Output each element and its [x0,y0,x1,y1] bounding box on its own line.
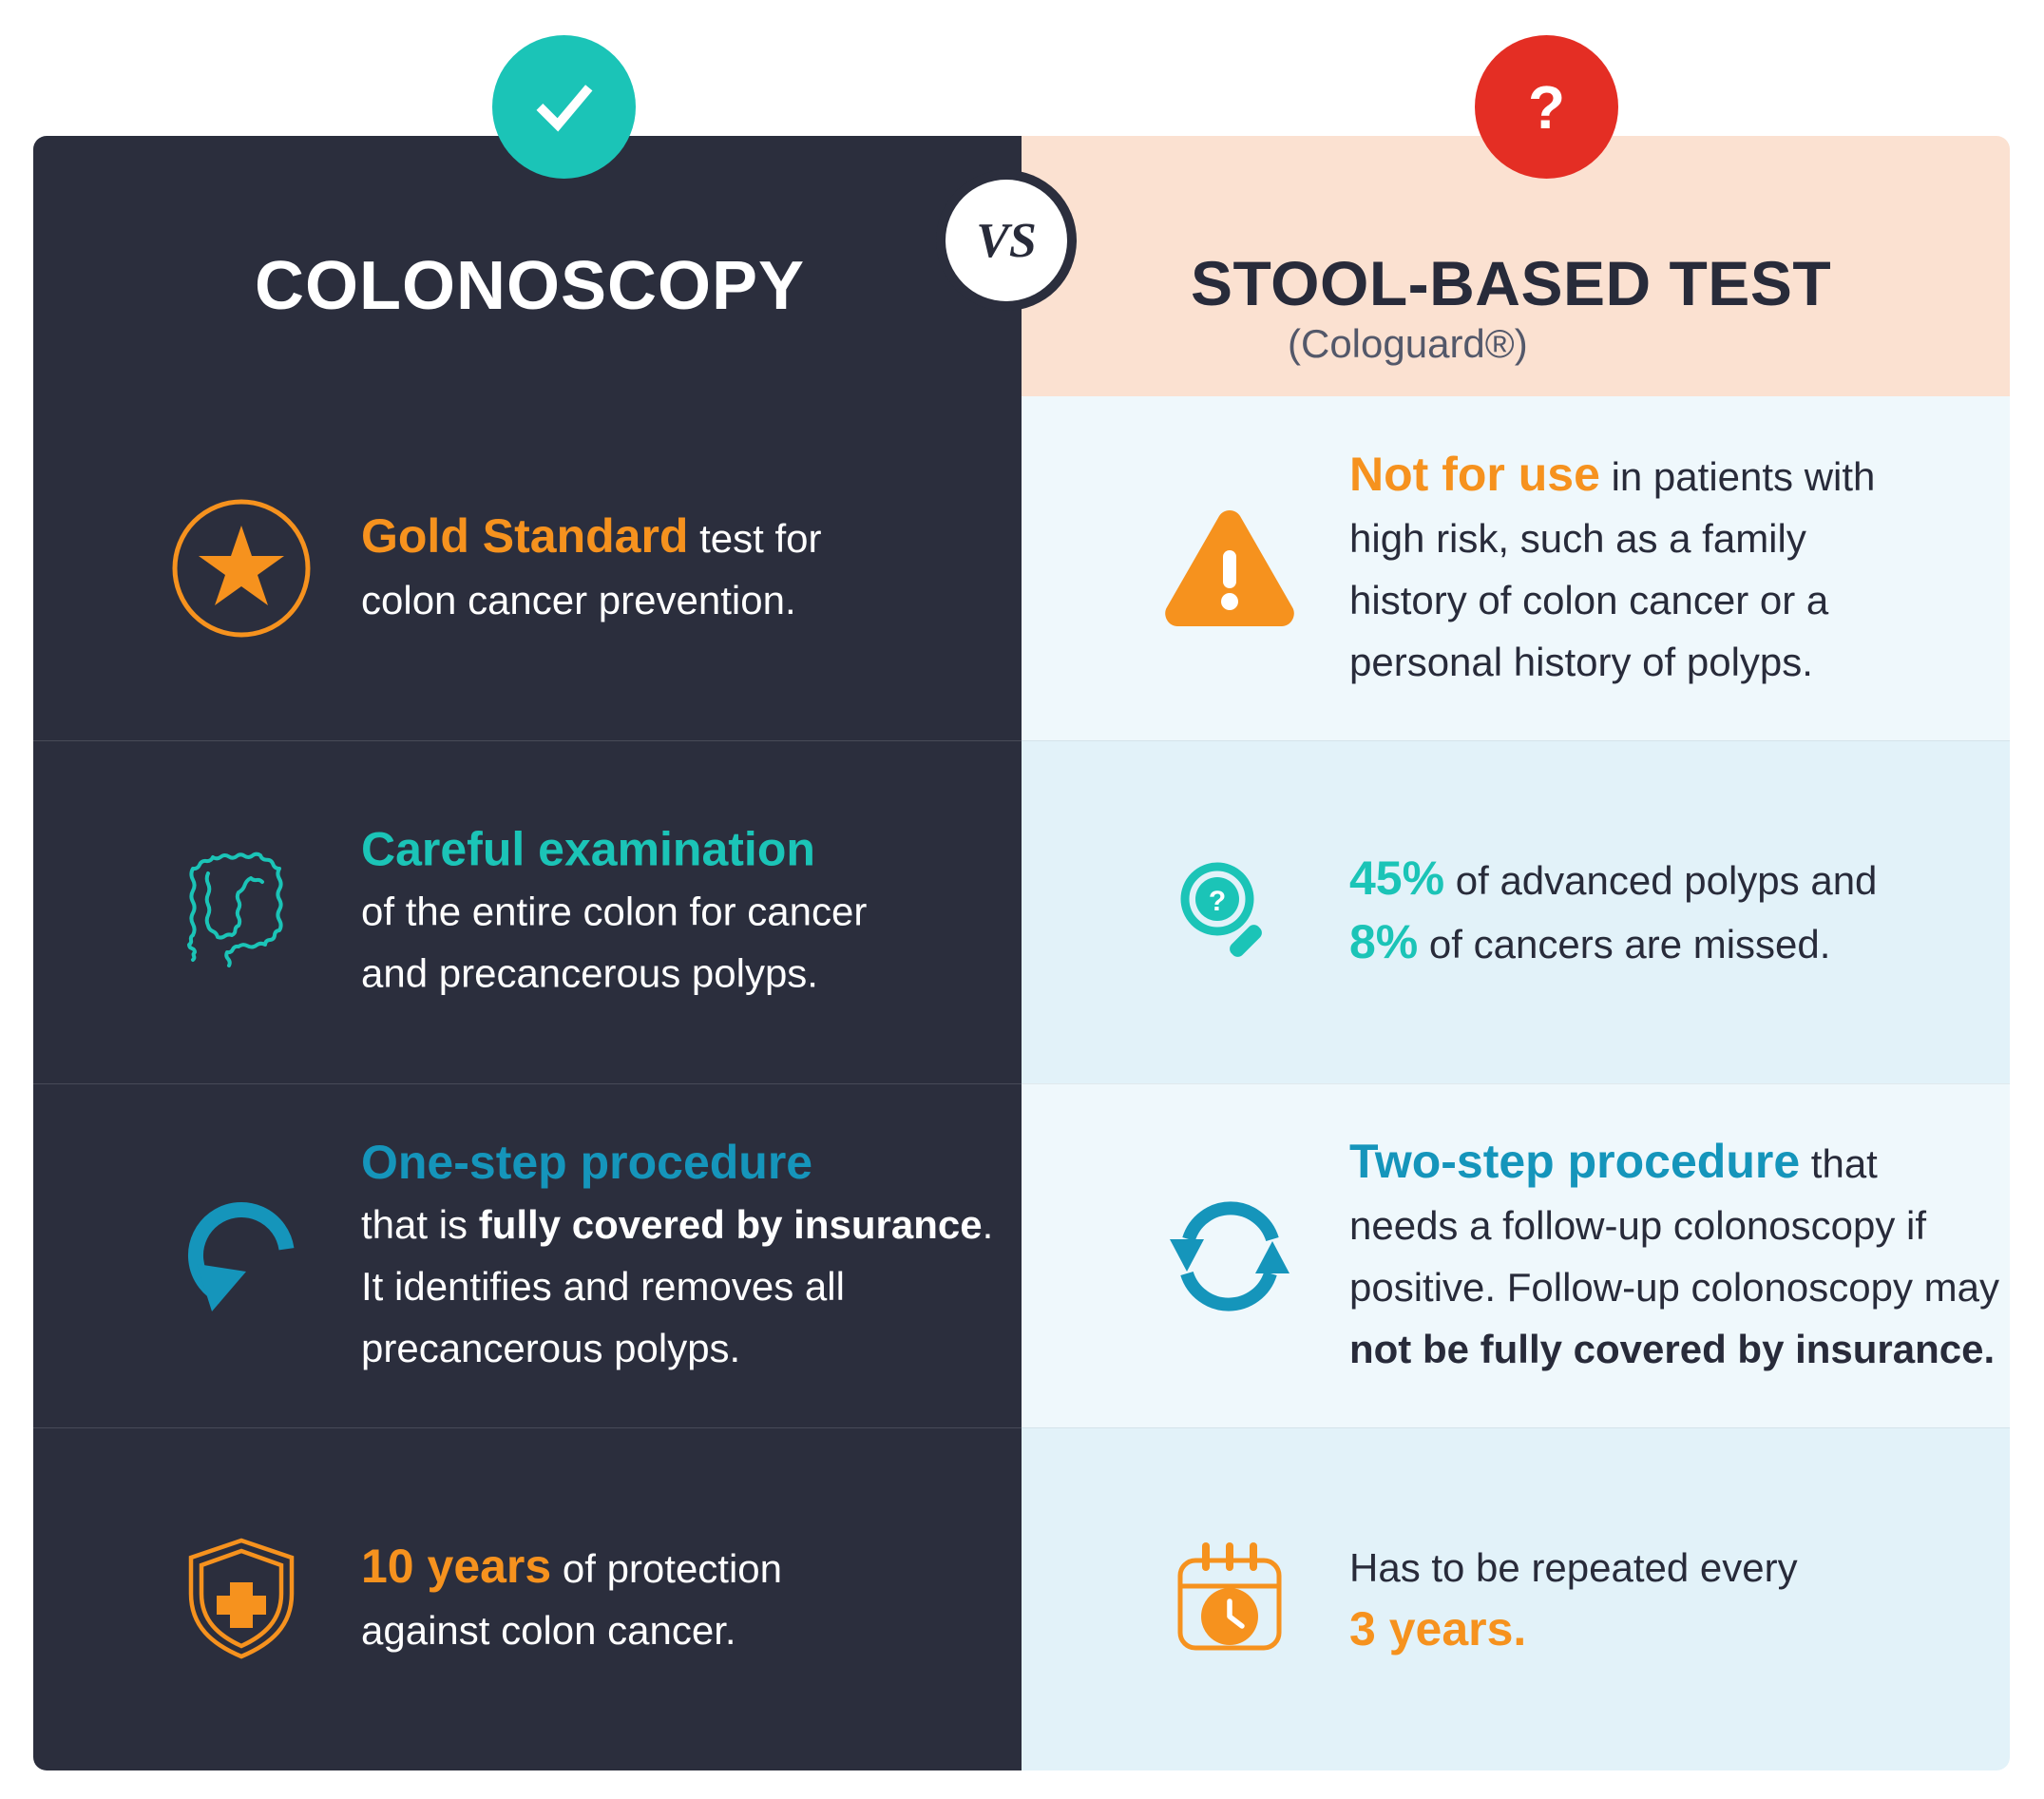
svg-text:?: ? [1209,886,1226,917]
